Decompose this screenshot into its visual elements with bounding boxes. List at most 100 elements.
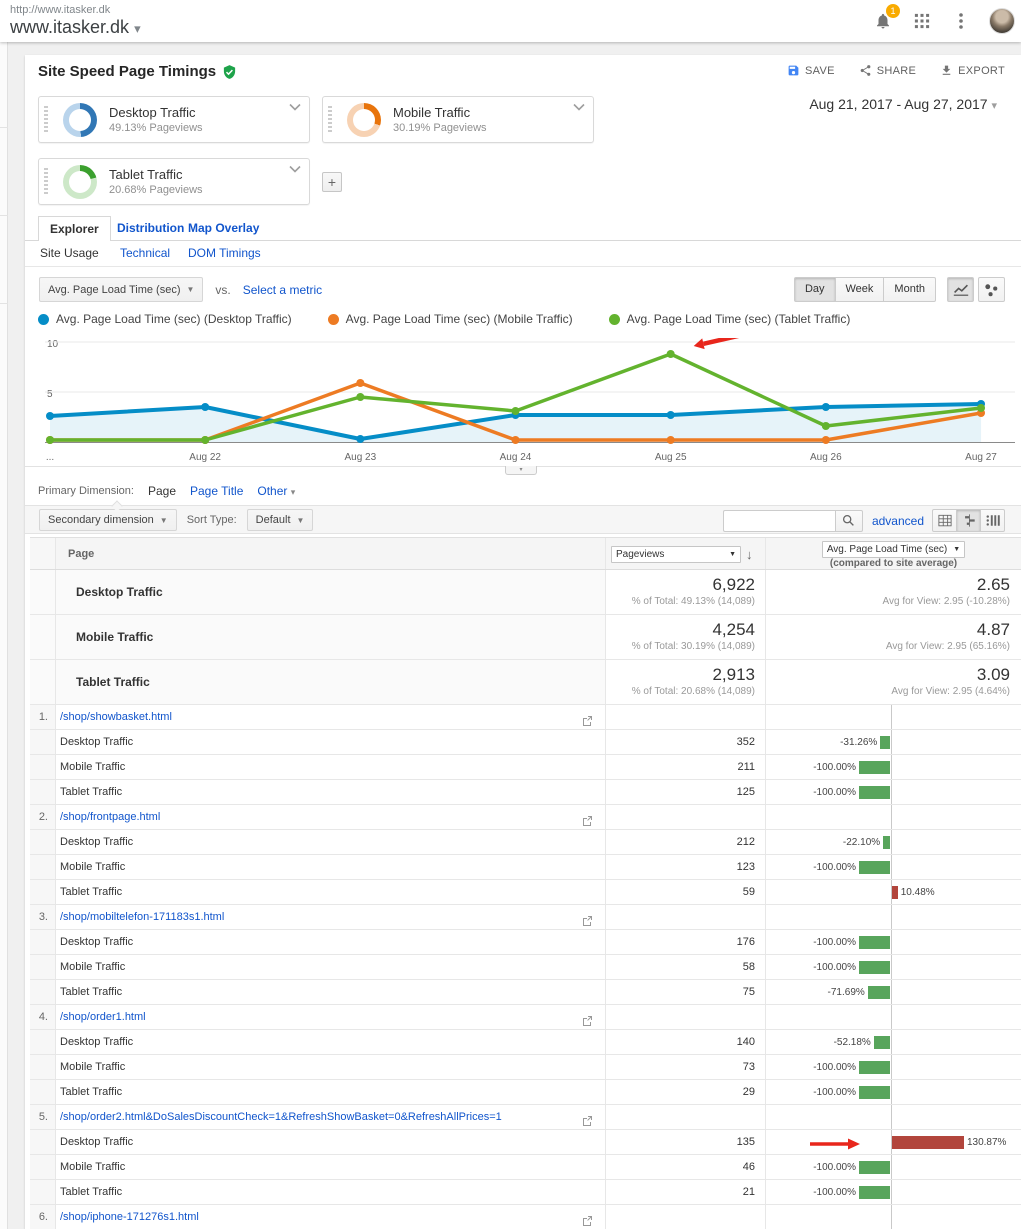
comparison-view-icon <box>964 514 975 527</box>
granularity-group: Day Week Month <box>793 277 936 302</box>
legend-item[interactable]: Avg. Page Load Time (sec) (Tablet Traffi… <box>608 312 850 326</box>
pageviews-metric-select[interactable]: Pageviews ▼ <box>611 546 741 563</box>
comparison-view-button[interactable] <box>956 509 981 532</box>
segment-detail-row: Tablet Traffic 29 -100.00% <box>30 1080 1021 1105</box>
sort-direction-icon[interactable]: ↓ <box>746 547 753 562</box>
table-search-input[interactable] <box>722 509 835 532</box>
collapsed-sidebar[interactable] <box>0 42 8 1229</box>
external-link-icon[interactable] <box>582 911 593 929</box>
scatter-chart-toggle[interactable] <box>978 277 1005 302</box>
page-url-link[interactable]: /shop/order1.html <box>60 1011 146 1023</box>
dimension-page-title[interactable]: Page Title <box>190 484 244 498</box>
comparison-bar <box>859 1161 890 1174</box>
segment-label: Mobile Traffic <box>60 961 126 973</box>
metric-summary-cell: 2.65 Avg for View: 2.95 (-10.28%) <box>765 570 1021 614</box>
segment-cell: Mobile Traffic <box>56 1055 605 1079</box>
page-url-link[interactable]: /shop/showbasket.html <box>60 711 172 723</box>
external-link-icon[interactable] <box>582 1011 593 1029</box>
comparison-cell <box>765 1105 1021 1129</box>
select-metric-link[interactable]: Select a metric <box>242 282 323 297</box>
subtab-strip: Site Usage Technical DOM Timings <box>25 241 1021 267</box>
subtab-dom-timings[interactable]: DOM Timings <box>188 246 261 260</box>
timeline-expander-handle[interactable]: ▾ <box>505 466 537 475</box>
property-selector[interactable]: www.itasker.dk ▾ <box>10 17 141 37</box>
comparison-cell: -100.00% <box>765 1155 1021 1179</box>
drag-handle[interactable] <box>44 168 48 195</box>
timeseries-chart[interactable] <box>45 331 1015 450</box>
comparison-value: -71.69% <box>827 987 865 998</box>
date-range-picker[interactable]: Aug 21, 2017 - Aug 27, 2017 ▾ <box>809 96 997 112</box>
secondary-dimension-button[interactable]: Secondary dimension ▼ <box>39 509 177 531</box>
table-toolbar: Secondary dimension ▼ Sort Type: Default ▼… <box>25 505 1021 534</box>
table-view-button[interactable] <box>932 509 957 532</box>
dimension-page[interactable]: Page <box>147 484 176 498</box>
notifications-button[interactable]: 1 <box>872 4 900 32</box>
external-link-icon[interactable] <box>582 711 593 729</box>
page-url-link[interactable]: /shop/iphone-171276s1.html <box>60 1211 199 1223</box>
segment-detail-row: Desktop Traffic 352 -31.26% <box>30 730 1021 755</box>
segment-cell: Mobile Traffic <box>56 855 605 879</box>
tab-distribution[interactable]: Distribution <box>117 221 185 235</box>
legend-item[interactable]: Avg. Page Load Time (sec) (Desktop Traff… <box>38 312 292 326</box>
chevron-down-icon[interactable] <box>289 103 301 111</box>
comparison-cell: -100.00% <box>765 780 1021 804</box>
subtab-site-usage[interactable]: Site Usage <box>40 246 99 260</box>
comparison-metric-select[interactable]: Avg. Page Load Time (sec) ▼ <box>821 541 966 558</box>
page-url-link[interactable]: /shop/mobiltelefon-171183s1.html <box>60 911 225 923</box>
segment-name: Mobile Traffic <box>393 105 471 120</box>
metric-summary-cell: 4.87 Avg for View: 2.95 (65.16%) <box>765 615 1021 659</box>
share-button[interactable]: SHARE <box>859 64 916 77</box>
segment-card-tablet[interactable]: Tablet Traffic 20.68% Pageviews <box>38 158 310 205</box>
dimension-other[interactable]: Other ▾ <box>257 484 296 498</box>
comparison-cell: -100.00% <box>765 930 1021 954</box>
page-url-link[interactable]: /shop/frontpage.html <box>60 811 161 823</box>
rank-cell <box>30 570 56 614</box>
external-link-icon[interactable] <box>582 1211 593 1229</box>
subtab-technical[interactable]: Technical <box>120 246 171 260</box>
tab-explorer[interactable]: Explorer <box>38 216 111 241</box>
segment-detail-row: Tablet Traffic 75 -71.69% <box>30 980 1021 1005</box>
external-link-icon[interactable] <box>582 1111 593 1129</box>
segment-detail: 49.13% Pageviews <box>109 122 203 134</box>
search-button[interactable] <box>834 509 863 532</box>
primary-dimension-row: Primary Dimension: Page Page Title Other… <box>38 484 295 498</box>
x-axis-tick: Aug 25 <box>654 452 687 463</box>
advanced-filter-link[interactable]: advanced <box>871 513 924 528</box>
comparison-value: 130.87% <box>966 1137 1007 1148</box>
comparison-value: -100.00% <box>813 1087 856 1098</box>
pageviews-column-header: Pageviews ▼ ↓ <box>605 538 765 569</box>
line-chart-toggle[interactable] <box>947 277 974 302</box>
tab-map-overlay[interactable]: Map Overlay <box>188 221 260 235</box>
url-group-row: 1. /shop/showbasket.html <box>30 705 1021 730</box>
granularity-month[interactable]: Month <box>883 277 936 302</box>
segment-card-desktop[interactable]: Desktop Traffic 49.13% Pageviews <box>38 96 310 143</box>
sort-type-select[interactable]: Default ▼ <box>246 509 314 531</box>
more-menu-button[interactable] <box>950 10 972 32</box>
comparison-value: -100.00% <box>813 787 856 798</box>
external-link-icon[interactable] <box>582 811 593 829</box>
segment-cell: Desktop Traffic <box>56 730 605 754</box>
add-segment-button[interactable]: + <box>322 172 342 192</box>
rank-cell: 4. <box>30 1005 56 1029</box>
annotation-arrow-icon <box>808 1137 860 1154</box>
chevron-down-icon[interactable] <box>289 165 301 173</box>
drag-handle[interactable] <box>328 106 332 133</box>
metric-select[interactable]: Avg. Page Load Time (sec) ▼ <box>39 277 204 302</box>
save-button[interactable]: SAVE <box>787 64 835 77</box>
comparison-bar <box>859 1186 890 1199</box>
comparison-value: -100.00% <box>813 962 856 973</box>
export-button[interactable]: EXPORT <box>940 64 1005 77</box>
page-url-link[interactable]: /shop/order2.html&DoSalesDiscountCheck=1… <box>60 1111 502 1123</box>
granularity-week[interactable]: Week <box>834 277 885 302</box>
chevron-down-icon: ▾ <box>991 100 997 112</box>
legend-item[interactable]: Avg. Page Load Time (sec) (Mobile Traffi… <box>327 312 573 326</box>
summary-row: Desktop Traffic 6,922 % of Total: 49.13% (… <box>30 570 1021 615</box>
granularity-day[interactable]: Day <box>793 277 836 302</box>
chevron-down-icon[interactable] <box>573 103 585 111</box>
segment-card-mobile[interactable]: Mobile Traffic 30.19% Pageviews <box>322 96 594 143</box>
apps-button[interactable] <box>911 10 933 32</box>
drag-handle[interactable] <box>44 106 48 133</box>
pivot-view-button[interactable] <box>980 509 1005 532</box>
metric-column-header: Avg. Page Load Time (sec) ▼ (compared to … <box>765 538 1021 569</box>
avatar[interactable] <box>989 8 1015 34</box>
